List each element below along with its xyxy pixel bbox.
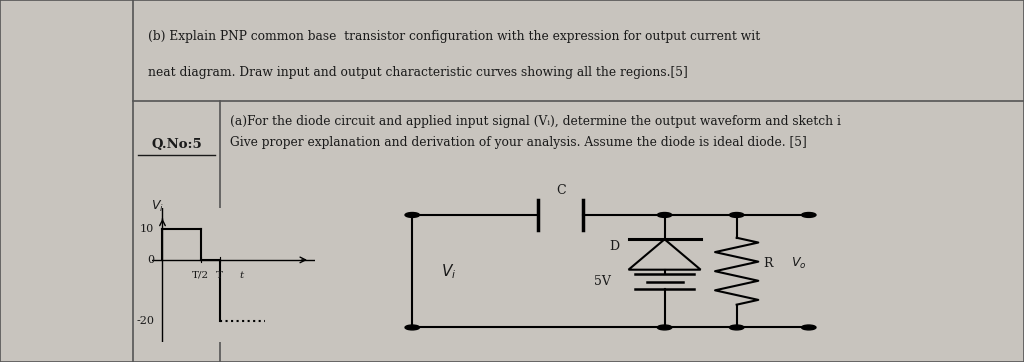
Circle shape — [729, 325, 743, 330]
Text: $V_o$: $V_o$ — [791, 256, 806, 271]
Circle shape — [729, 212, 743, 218]
Text: t: t — [240, 270, 244, 279]
Text: -20: -20 — [136, 316, 155, 326]
Circle shape — [406, 212, 420, 218]
Circle shape — [657, 325, 672, 330]
Text: C: C — [556, 184, 565, 197]
Text: D: D — [609, 240, 620, 253]
Text: $V_i$: $V_i$ — [151, 199, 164, 214]
Text: Q.No:5: Q.No:5 — [152, 138, 202, 151]
Text: 5V: 5V — [594, 275, 610, 289]
Circle shape — [657, 212, 672, 218]
Text: Give proper explanation and derivation of your analysis. Assume the diode is ide: Give proper explanation and derivation o… — [230, 136, 807, 150]
Text: 10: 10 — [140, 224, 155, 235]
Circle shape — [406, 325, 420, 330]
Circle shape — [802, 212, 816, 218]
Text: $V_i$: $V_i$ — [440, 262, 456, 281]
Text: (b) Explain PNP common base  transistor configuration with the expression for ou: (b) Explain PNP common base transistor c… — [148, 30, 761, 43]
Text: neat diagram. Draw input and output characteristic curves showing all the region: neat diagram. Draw input and output char… — [148, 66, 688, 79]
Text: 0: 0 — [147, 255, 155, 265]
Text: T/2: T/2 — [193, 270, 209, 279]
Text: R: R — [764, 257, 773, 270]
Text: T: T — [216, 270, 223, 279]
Circle shape — [802, 325, 816, 330]
Text: (a)For the diode circuit and applied input signal (Vᵢ), determine the output wav: (a)For the diode circuit and applied inp… — [230, 115, 842, 128]
